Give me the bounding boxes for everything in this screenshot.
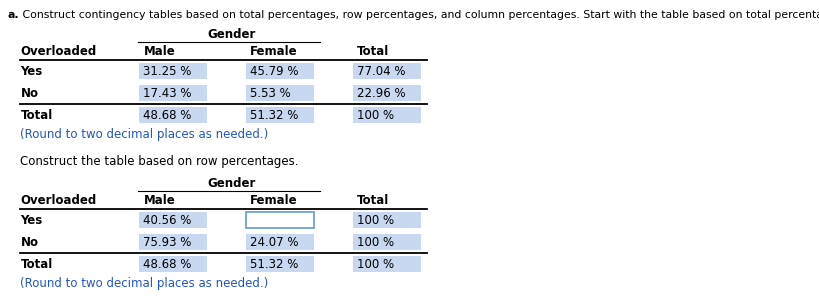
Text: Construct the table based on row percentages.: Construct the table based on row percent… [20, 155, 299, 168]
Text: No: No [20, 236, 38, 249]
Text: 45.79 %: 45.79 % [250, 65, 298, 78]
FancyBboxPatch shape [246, 107, 314, 123]
FancyBboxPatch shape [352, 212, 420, 228]
Text: Female: Female [250, 45, 297, 58]
Text: Male: Male [143, 194, 175, 207]
FancyBboxPatch shape [246, 63, 314, 79]
Text: 51.32 %: 51.32 % [250, 258, 298, 271]
Text: 100 %: 100 % [356, 214, 393, 227]
Text: 31.25 %: 31.25 % [143, 65, 192, 78]
Text: 22.96 %: 22.96 % [356, 87, 405, 100]
Text: Yes: Yes [20, 65, 43, 78]
Text: Construct contingency tables based on total percentages, row percentages, and co: Construct contingency tables based on to… [19, 10, 819, 20]
Text: Overloaded: Overloaded [20, 194, 97, 207]
Text: 5.53 %: 5.53 % [250, 87, 291, 100]
FancyBboxPatch shape [139, 85, 207, 101]
FancyBboxPatch shape [139, 212, 207, 228]
Text: Total: Total [356, 194, 388, 207]
Text: Male: Male [143, 45, 175, 58]
Text: 40.56 %: 40.56 % [143, 214, 192, 227]
Text: (Round to two decimal places as needed.): (Round to two decimal places as needed.) [20, 277, 269, 290]
FancyBboxPatch shape [246, 85, 314, 101]
Text: 75.93 %: 75.93 % [143, 236, 192, 249]
Text: Yes: Yes [20, 214, 43, 227]
Text: 24.07 %: 24.07 % [250, 236, 298, 249]
Text: (Round to two decimal places as needed.): (Round to two decimal places as needed.) [20, 128, 269, 141]
Text: a.: a. [8, 10, 20, 20]
FancyBboxPatch shape [352, 107, 420, 123]
Text: Total: Total [20, 258, 52, 271]
Text: 48.68 %: 48.68 % [143, 258, 192, 271]
Text: Overloaded: Overloaded [20, 45, 97, 58]
Text: Gender: Gender [207, 177, 256, 190]
FancyBboxPatch shape [352, 234, 420, 250]
Text: 100 %: 100 % [356, 236, 393, 249]
Text: Gender: Gender [207, 28, 256, 41]
Text: No: No [20, 87, 38, 100]
FancyBboxPatch shape [139, 256, 207, 272]
FancyBboxPatch shape [352, 85, 420, 101]
FancyBboxPatch shape [246, 212, 314, 228]
Text: Female: Female [250, 194, 297, 207]
Text: 100 %: 100 % [356, 258, 393, 271]
FancyBboxPatch shape [352, 63, 420, 79]
FancyBboxPatch shape [246, 234, 314, 250]
Text: 48.68 %: 48.68 % [143, 109, 192, 122]
Text: 100 %: 100 % [356, 109, 393, 122]
Text: 77.04 %: 77.04 % [356, 65, 405, 78]
FancyBboxPatch shape [139, 63, 207, 79]
Text: 17.43 %: 17.43 % [143, 87, 192, 100]
FancyBboxPatch shape [139, 234, 207, 250]
FancyBboxPatch shape [246, 256, 314, 272]
Text: Total: Total [20, 109, 52, 122]
FancyBboxPatch shape [352, 256, 420, 272]
FancyBboxPatch shape [139, 107, 207, 123]
Text: Total: Total [356, 45, 388, 58]
Text: 51.32 %: 51.32 % [250, 109, 298, 122]
